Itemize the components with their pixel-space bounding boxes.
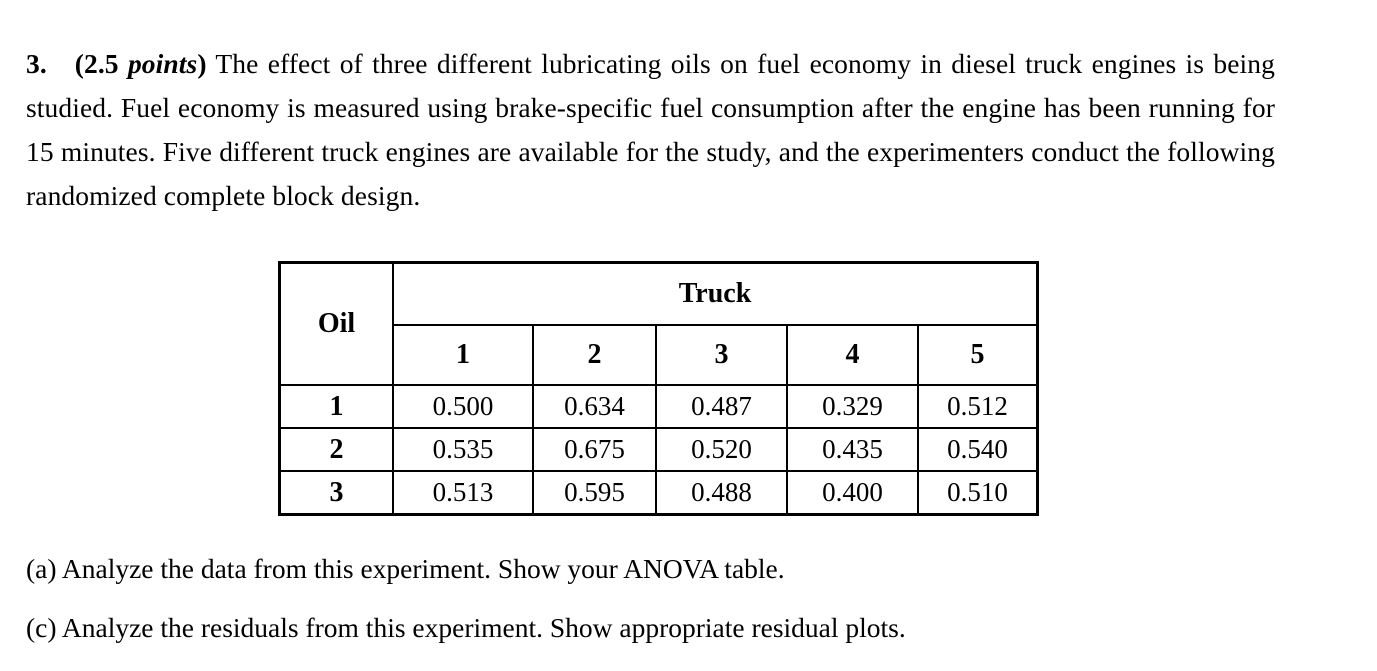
points-word: points [127,48,198,79]
row-header-oil-2: 2 [278,427,394,472]
subquestion-c: (c) Analyze the residuals from this expe… [26,612,906,643]
cell-oil3-truck5: 0.510 [917,470,1039,516]
table-header-row-group: Oil Truck [278,261,1039,386]
cell-oil3-truck3: 0.488 [655,470,788,516]
cell-oil3-truck1: 0.513 [392,470,534,516]
table-corner-oil-label: Oil [278,261,394,386]
problem-paragraph: 3. (2.5 points) The effect of three diff… [26,42,1275,218]
cell-oil2-truck2: 0.675 [532,427,657,472]
problem-statement-block: 3. (2.5 points) The effect of three diff… [26,42,1275,218]
table-header-row-columns: 1 2 3 4 5 [280,324,1039,386]
cell-oil3-truck2: 0.595 [532,470,657,516]
table-head: Oil Truck 1 2 3 4 5 [278,261,1039,386]
table-col-header-truck-4: 4 [786,324,919,386]
table-col-header-truck-5: 5 [917,324,1039,386]
table-col-header-truck-1: 1 [392,324,534,386]
cell-oil3-truck4: 0.400 [786,470,919,516]
table-row: 1 0.500 0.634 0.487 0.329 0.512 [278,384,1039,429]
table-body: 1 0.500 0.634 0.487 0.329 0.512 2 0.535 … [278,384,1039,516]
subquestion-a: (a) Analyze the data from this experimen… [26,553,785,584]
points-value: 2.5 [83,48,128,79]
cell-oil2-truck5: 0.540 [917,427,1039,472]
row-header-oil-3: 3 [278,470,394,516]
table-group-header-truck: Truck [392,262,1039,326]
oil-truck-data-table: Oil Truck 1 2 3 4 5 1 0.500 0.634 0.487 [278,261,1039,516]
cell-oil1-truck3: 0.487 [655,384,788,429]
problem-body-text: The effect of three different lubricatin… [26,48,1275,211]
data-table-container: Oil Truck 1 2 3 4 5 1 0.500 0.634 0.487 [278,261,1039,516]
cell-oil1-truck1: 0.500 [392,384,534,429]
cell-oil1-truck2: 0.634 [532,384,657,429]
question-number: 3. [26,48,47,79]
table-col-header-truck-3: 3 [655,324,788,386]
points-open-paren: ( [74,48,84,79]
table-col-header-truck-2: 2 [532,324,657,386]
table-row: 3 0.513 0.595 0.488 0.400 0.510 [278,470,1039,516]
question-number-space [47,48,75,79]
cell-oil1-truck5: 0.512 [917,384,1039,429]
cell-oil2-truck1: 0.535 [392,427,534,472]
table-row: 2 0.535 0.675 0.520 0.435 0.540 [278,427,1039,472]
cell-oil1-truck4: 0.329 [786,384,919,429]
row-header-oil-1: 1 [278,384,394,429]
points-close-paren: ) [197,48,207,79]
cell-oil2-truck3: 0.520 [655,427,788,472]
cell-oil2-truck4: 0.435 [786,427,919,472]
